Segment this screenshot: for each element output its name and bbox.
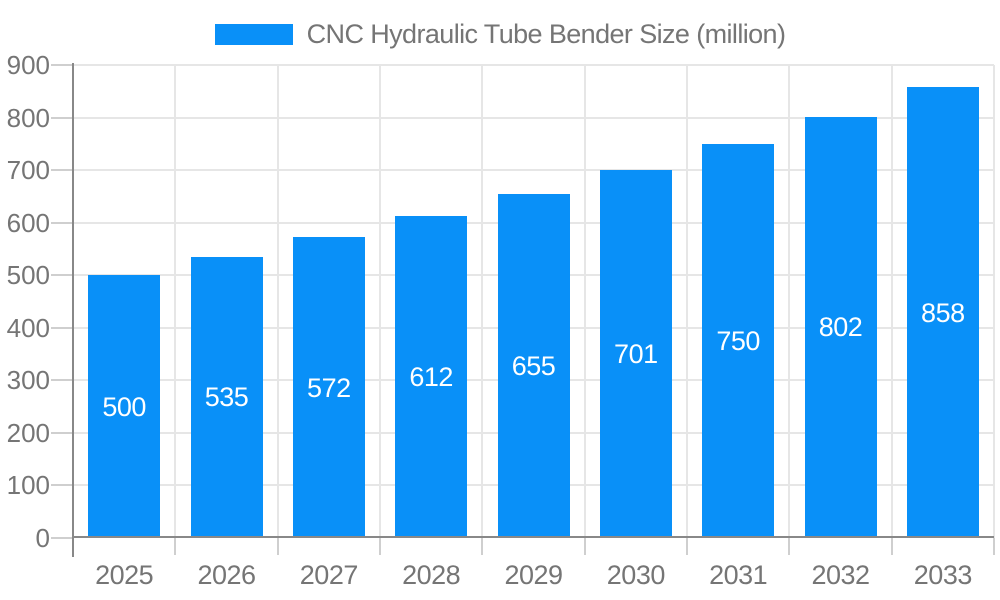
y-axis-tick-label: 600	[6, 207, 50, 238]
x-axis-tick	[379, 538, 381, 555]
y-axis-tick-label: 100	[6, 470, 50, 501]
x-axis-tick	[174, 538, 177, 555]
v-gridline	[993, 65, 995, 538]
bar-value-label: 572	[307, 372, 351, 403]
bar	[497, 193, 570, 538]
x-axis-category-label: 2033	[913, 560, 973, 590]
y-axis-tick-label: 500	[6, 260, 50, 291]
y-axis-tick-label: 700	[6, 155, 50, 186]
y-axis-line	[72, 63, 74, 557]
y-axis-tick-label: 900	[6, 50, 50, 80]
y-axis-tick	[51, 379, 73, 382]
bar	[906, 87, 979, 538]
x-axis-tick	[993, 538, 995, 555]
y-axis-tick	[51, 116, 73, 119]
bar-value-label: 802	[818, 312, 863, 343]
y-axis-tick-label: 200	[6, 417, 50, 448]
y-axis-tick	[51, 221, 73, 224]
y-axis-tick-label: 300	[6, 365, 50, 396]
x-axis-tick	[481, 538, 484, 555]
bar	[190, 256, 263, 538]
x-axis-category-label: 2032	[811, 560, 870, 590]
x-axis-category-label: 2027	[299, 560, 359, 590]
h-gridline	[73, 64, 994, 66]
x-axis-tick	[788, 538, 791, 555]
x-axis-line	[72, 536, 994, 538]
bar	[395, 216, 468, 538]
x-axis-category-label: 2025	[95, 560, 154, 590]
v-gridline	[583, 65, 586, 538]
bar	[599, 169, 672, 538]
bar-value-label: 612	[409, 362, 453, 393]
y-axis-tick	[51, 64, 73, 66]
x-axis-tick	[686, 538, 688, 555]
x-axis-category-label: 2030	[606, 560, 666, 590]
y-axis-tick-label: 0	[35, 523, 50, 553]
v-gridline	[379, 65, 381, 538]
v-gridline	[174, 65, 177, 538]
bar-value-label: 750	[716, 325, 760, 356]
v-gridline	[686, 65, 688, 538]
y-axis-tick-label: 800	[6, 102, 50, 133]
legend-label: CNC Hydraulic Tube Bender Size (million)	[306, 18, 786, 49]
bar	[292, 237, 365, 538]
bar-value-label: 500	[102, 391, 146, 422]
x-axis-tick	[276, 538, 279, 555]
x-axis-tick	[890, 538, 893, 555]
bar-value-label: 858	[921, 297, 965, 328]
y-axis-tick	[51, 169, 73, 172]
chart-legend: CNC Hydraulic Tube Bender Size (million)	[0, 18, 1000, 49]
v-gridline	[890, 65, 893, 538]
y-axis-tick-label: 400	[6, 312, 50, 343]
h-gridline	[73, 169, 994, 172]
bar	[88, 275, 161, 538]
x-axis-category-label: 2031	[709, 560, 768, 590]
bar	[702, 143, 775, 538]
y-axis-tick	[51, 274, 73, 277]
x-axis-category-label: 2028	[402, 560, 461, 590]
x-axis-category-label: 2026	[197, 560, 256, 590]
y-axis-tick	[51, 484, 73, 487]
bar-value-label: 535	[204, 382, 249, 413]
v-gridline	[276, 65, 279, 538]
h-gridline	[73, 116, 994, 119]
v-gridline	[481, 65, 484, 538]
y-axis-tick	[51, 537, 73, 539]
legend-swatch	[214, 23, 293, 45]
x-axis-category-label: 2029	[504, 560, 563, 590]
bar-value-label: 701	[614, 338, 658, 369]
bar	[804, 116, 877, 538]
y-axis-tick	[51, 431, 73, 434]
v-gridline	[788, 65, 791, 538]
x-axis-tick	[583, 538, 586, 555]
bar-value-label: 655	[511, 350, 556, 381]
y-axis-tick	[51, 326, 73, 329]
